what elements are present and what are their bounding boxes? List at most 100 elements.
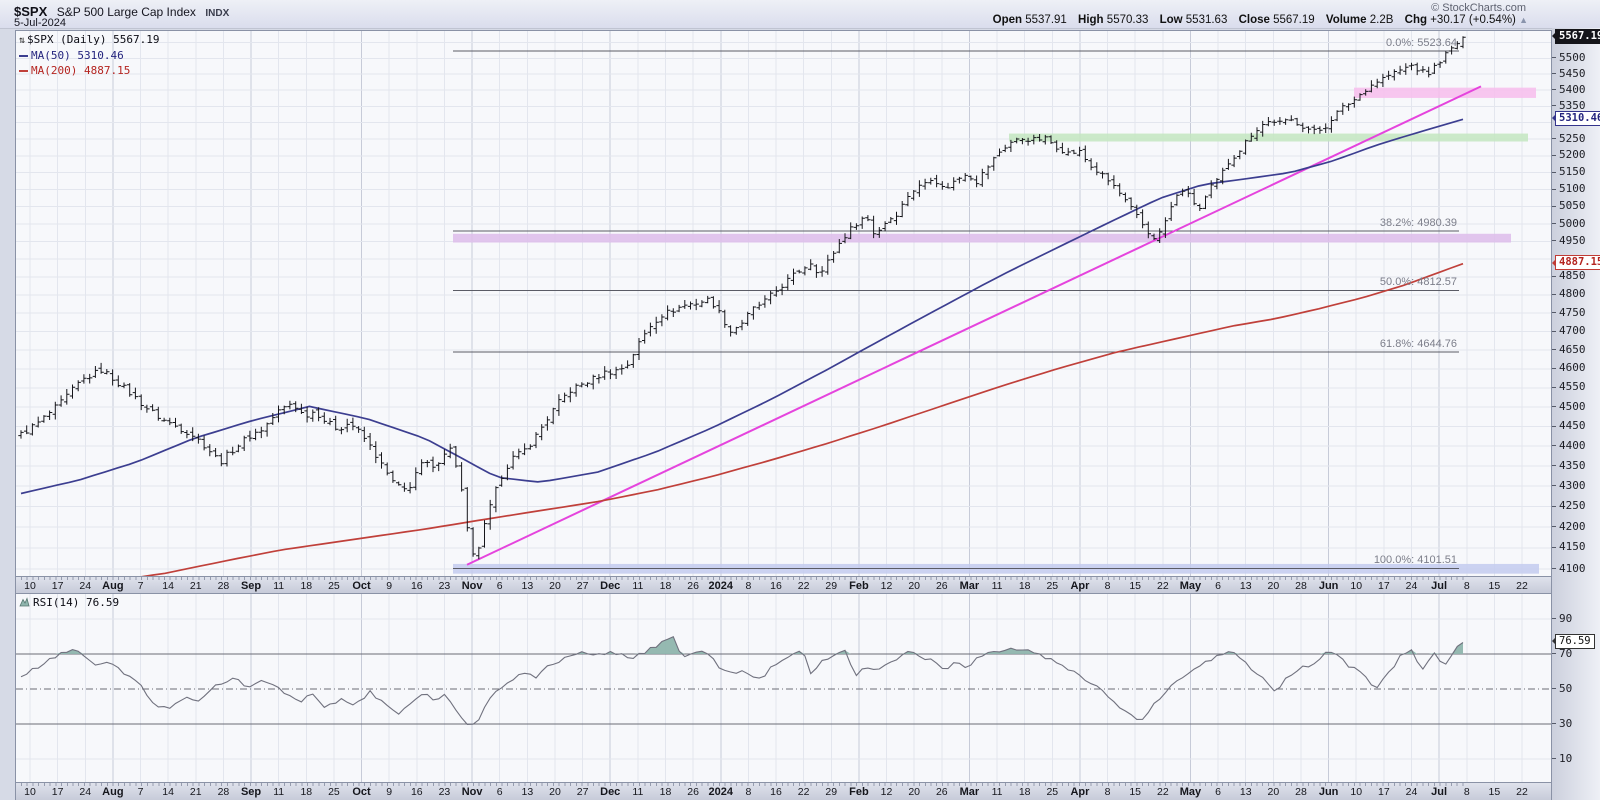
x-axis-day-label: 23 — [438, 786, 451, 798]
y-axis-tick — [1552, 89, 1556, 91]
price-axis-label: 4700 — [1559, 324, 1586, 338]
x-axis-day-label: 7 — [137, 580, 144, 592]
x-axis-day-label: 20 — [549, 786, 561, 798]
open-label: Open — [992, 14, 1023, 26]
x-axis-month-label: Dec — [600, 786, 621, 798]
x-axis-day-label: 9 — [386, 580, 393, 592]
stockcharts-copyright: © StockCharts.com — [1431, 2, 1526, 14]
fib-label: 50.0%: 4812.57 — [1379, 276, 1457, 289]
chg-up-icon: ▲ — [1519, 15, 1528, 25]
legend-ma200-row: MA(200) 4887.15 — [19, 63, 159, 78]
x-axis-day-label: 22 — [1516, 786, 1528, 798]
y-axis-tick — [1552, 154, 1556, 156]
price-axis-label: 4100 — [1559, 561, 1586, 575]
x-axis-day-label: 17 — [1378, 580, 1390, 592]
price-axis-label: 4550 — [1559, 380, 1586, 394]
exchange-label: INDX — [205, 8, 230, 19]
y-axis-tick — [1552, 57, 1556, 59]
x-axis-day-label: 28 — [1295, 580, 1307, 592]
x-axis-day-label: 8 — [745, 786, 752, 798]
x-axis-day-label: 11 — [632, 580, 644, 592]
price-axis-label: 4350 — [1559, 458, 1586, 472]
y-axis-tick — [1552, 223, 1556, 224]
price-axis-label: 4750 — [1559, 305, 1586, 319]
legend-ma50-row: MA(50) 5310.46 — [19, 48, 159, 63]
x-axis-day-label: 8 — [1104, 786, 1111, 798]
ma200-swatch-icon — [19, 70, 28, 72]
rsi-x-axis: 10 17 24 Aug 7 14 21 28 Sep 11 18 25 Oct 9 16 23 Nov 6 13 2… — [15, 783, 1552, 800]
close-label: Close — [1238, 14, 1270, 26]
x-axis-month-label: Nov — [461, 580, 483, 592]
x-axis-day-label: 26 — [935, 786, 948, 798]
x-axis-month-label: Oct — [352, 580, 371, 592]
x-axis-day-label: 12 — [880, 580, 893, 592]
price-axis-label: 5100 — [1559, 182, 1586, 196]
rsi-chart-svg — [16, 594, 1551, 782]
y-axis-tick — [1552, 618, 1556, 619]
y-axis-tick — [1552, 546, 1556, 548]
y-axis-tick — [1552, 406, 1556, 408]
rsi-axis-label: 30 — [1559, 716, 1573, 730]
x-axis-day-label: 14 — [162, 786, 174, 798]
x-axis-day-label: 12 — [880, 786, 893, 798]
x-axis-day-label: 27 — [576, 786, 589, 798]
legend-ma200: MA(200) 4887.15 — [31, 64, 131, 77]
open-value: 5537.91 — [1025, 14, 1067, 26]
x-axis-day-label: 10 — [1350, 786, 1363, 798]
x-axis-day-label: 11 — [273, 580, 285, 592]
x-axis-month-label: Feb — [849, 580, 869, 592]
y-axis-tick — [1552, 240, 1556, 242]
price-axis-label: 5350 — [1559, 98, 1586, 112]
price-legend: ⇅ $SPX (Daily) 5567.19 MA(50) 5310.46 MA(… — [19, 32, 159, 78]
legend-main: $SPX (Daily) 5567.19 — [27, 33, 160, 46]
y-axis-tick — [1552, 293, 1556, 295]
x-axis-month-label: Dec — [600, 580, 621, 592]
rsi-panel[interactable]: RSI(14) 76.59 — [15, 593, 1552, 783]
x-axis-day-label: 17 — [1378, 786, 1390, 798]
fib-label: 38.2%: 4980.39 — [1379, 216, 1457, 229]
y-axis-tick — [1552, 205, 1556, 207]
x-axis-day-label: 22 — [1516, 580, 1528, 592]
price-panel[interactable]: ⇅ $SPX (Daily) 5567.19 MA(50) 5310.46 MA(… — [15, 30, 1552, 577]
x-axis-day-label: 25 — [328, 786, 340, 798]
rsi-axis-label: 10 — [1559, 751, 1573, 765]
x-axis-day-label: 23 — [438, 580, 451, 592]
x-axis-day-label: 24 — [79, 786, 92, 798]
price-axis-label: 4400 — [1559, 438, 1586, 452]
x-axis-day-label: 22 — [797, 786, 810, 798]
x-axis-day-label: 11 — [273, 786, 285, 798]
x-axis-day-label: 13 — [521, 580, 534, 592]
price-axis-label: 5450 — [1559, 66, 1586, 80]
x-axis-day-label: 18 — [1018, 580, 1031, 592]
last-price-badge: 5567.19 — [1551, 28, 1600, 44]
price-axis-label: 4600 — [1559, 361, 1586, 375]
x-axis-day-label: 18 — [300, 786, 313, 798]
band-resistance-pink — [1354, 87, 1536, 98]
chart-header: $SPX S&P 500 Large Cap Index INDX 5-Jul-… — [0, 0, 1600, 29]
x-axis-day-label: 24 — [79, 580, 92, 592]
y-axis-tick — [1552, 485, 1556, 487]
volume-label: Volume — [1325, 14, 1367, 26]
x-axis-day-label: 25 — [1046, 786, 1059, 798]
x-axis-month-label: Sep — [240, 786, 262, 798]
x-axis-day-label: 15 — [1129, 580, 1142, 592]
x-axis-day-label: 20 — [1267, 580, 1280, 592]
x-axis-ticks — [21, 577, 1468, 580]
price-axis-label: 4500 — [1559, 399, 1586, 413]
rsi-legend: RSI(14) 76.59 — [19, 596, 119, 609]
x-axis-day-label: 6 — [1215, 786, 1221, 798]
x-axis-day-label: 8 — [1463, 580, 1470, 592]
rsi-value-badge: 76.59 — [1552, 633, 1595, 649]
rsi-axis-label: 50 — [1559, 681, 1573, 695]
y-axis-tick — [1552, 688, 1556, 689]
fib-label: 0.0%: 5523.64 — [1386, 36, 1457, 49]
x-axis-day-label: 29 — [825, 580, 838, 592]
collapse-panel-icon[interactable]: ⇅ — [19, 35, 26, 46]
x-axis-day-label: 20 — [1267, 786, 1280, 798]
x-axis-day-label: 15 — [1129, 786, 1142, 798]
x-axis-month-label: Oct — [352, 786, 371, 798]
x-axis-month-label: 2024 — [708, 580, 733, 592]
x-axis-month-label: 2024 — [708, 786, 733, 798]
x-axis-day-label: 9 — [386, 786, 393, 798]
x-axis-day-label: 21 — [189, 580, 202, 592]
